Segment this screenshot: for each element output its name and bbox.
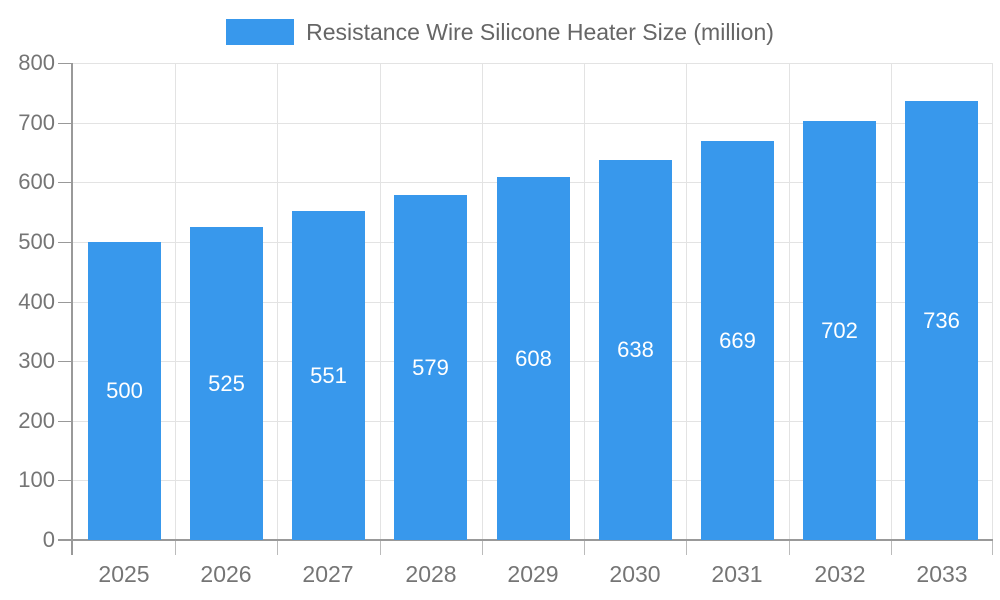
y-axis-label: 400 [18,289,55,314]
y-axis-tick [58,421,71,422]
bar-2030[interactable] [599,160,672,540]
legend-label: Resistance Wire Silicone Heater Size (mi… [306,19,774,45]
y-axis-label: 700 [18,110,55,135]
x-axis-label: 2031 [711,561,763,587]
x-axis-tick [277,541,278,555]
x-axis-label: 2030 [609,561,661,587]
v-gridline [277,63,278,540]
bar-value-label: 525 [208,371,245,396]
x-axis-label: 2033 [916,561,968,587]
x-axis-label: 2027 [302,561,354,587]
bar-2033[interactable] [905,101,978,540]
v-gridline [380,63,381,540]
y-axis-label: 500 [18,229,55,254]
bar-2028[interactable] [394,195,467,540]
bar-2026[interactable] [190,227,263,540]
bar-2031[interactable] [701,141,774,540]
x-axis-tick [789,541,790,555]
y-axis-label: 200 [18,408,55,433]
bar-value-label: 638 [617,337,654,362]
y-axis-tick [58,123,71,124]
v-gridline [175,63,176,540]
legend-swatch [226,19,295,45]
h-gridline [73,63,993,64]
bar-value-label: 702 [821,318,858,343]
v-gridline [789,63,790,540]
y-axis-label: 300 [18,348,55,373]
bar-value-label: 500 [106,378,143,403]
x-axis-tick [891,541,892,555]
y-axis-tick [58,63,71,64]
x-axis-label: 2025 [98,561,150,587]
y-axis-tick [58,361,71,362]
x-axis-tick [992,541,993,555]
v-gridline [584,63,585,540]
bar-value-label: 669 [719,328,756,353]
y-axis-label: 800 [18,50,55,75]
bar-2032[interactable] [803,121,876,540]
x-axis-line [58,539,993,541]
v-gridline [482,63,483,540]
bar-2029[interactable] [497,177,570,540]
v-gridline [686,63,687,540]
plot-area: 0 100 200 300 400 500 600 700 800 500 2025 525 2026 5… [18,50,993,587]
bar-2027[interactable] [292,211,365,540]
bar-value-label: 736 [923,308,960,333]
x-axis-tick [584,541,585,555]
y-axis-tick [58,302,71,303]
y-axis-label: 0 [42,527,55,552]
x-axis-tick [482,541,483,555]
bar-value-label: 579 [412,355,449,380]
legend-item[interactable]: Resistance Wire Silicone Heater Size (mi… [0,17,1000,47]
y-axis-tick [58,182,71,183]
x-axis-label: 2026 [200,561,252,587]
bar-value-label: 608 [515,346,552,371]
y-axis-tick [58,480,71,481]
v-gridline [992,63,993,540]
y-axis-tick [58,242,71,243]
x-axis-tick [686,541,687,555]
x-axis-tick [175,541,176,555]
bar-2025[interactable] [88,242,161,540]
x-axis-tick [380,541,381,555]
y-axis-line [71,63,73,555]
h-gridline [73,123,993,124]
x-axis-label: 2028 [405,561,457,587]
v-gridline [891,63,892,540]
y-axis-label: 100 [18,467,55,492]
x-axis-label: 2032 [814,561,866,587]
x-axis-label: 2029 [507,561,559,587]
y-axis-label: 600 [18,169,55,194]
bar-value-label: 551 [310,363,347,388]
